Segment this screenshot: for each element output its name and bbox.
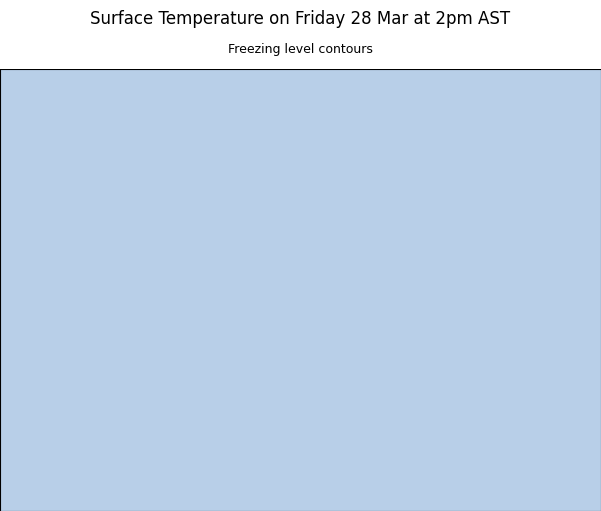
- Text: Surface Temperature on Friday 28 Mar at 2pm AST: Surface Temperature on Friday 28 Mar at …: [90, 10, 511, 28]
- Text: Freezing level contours: Freezing level contours: [228, 43, 373, 56]
